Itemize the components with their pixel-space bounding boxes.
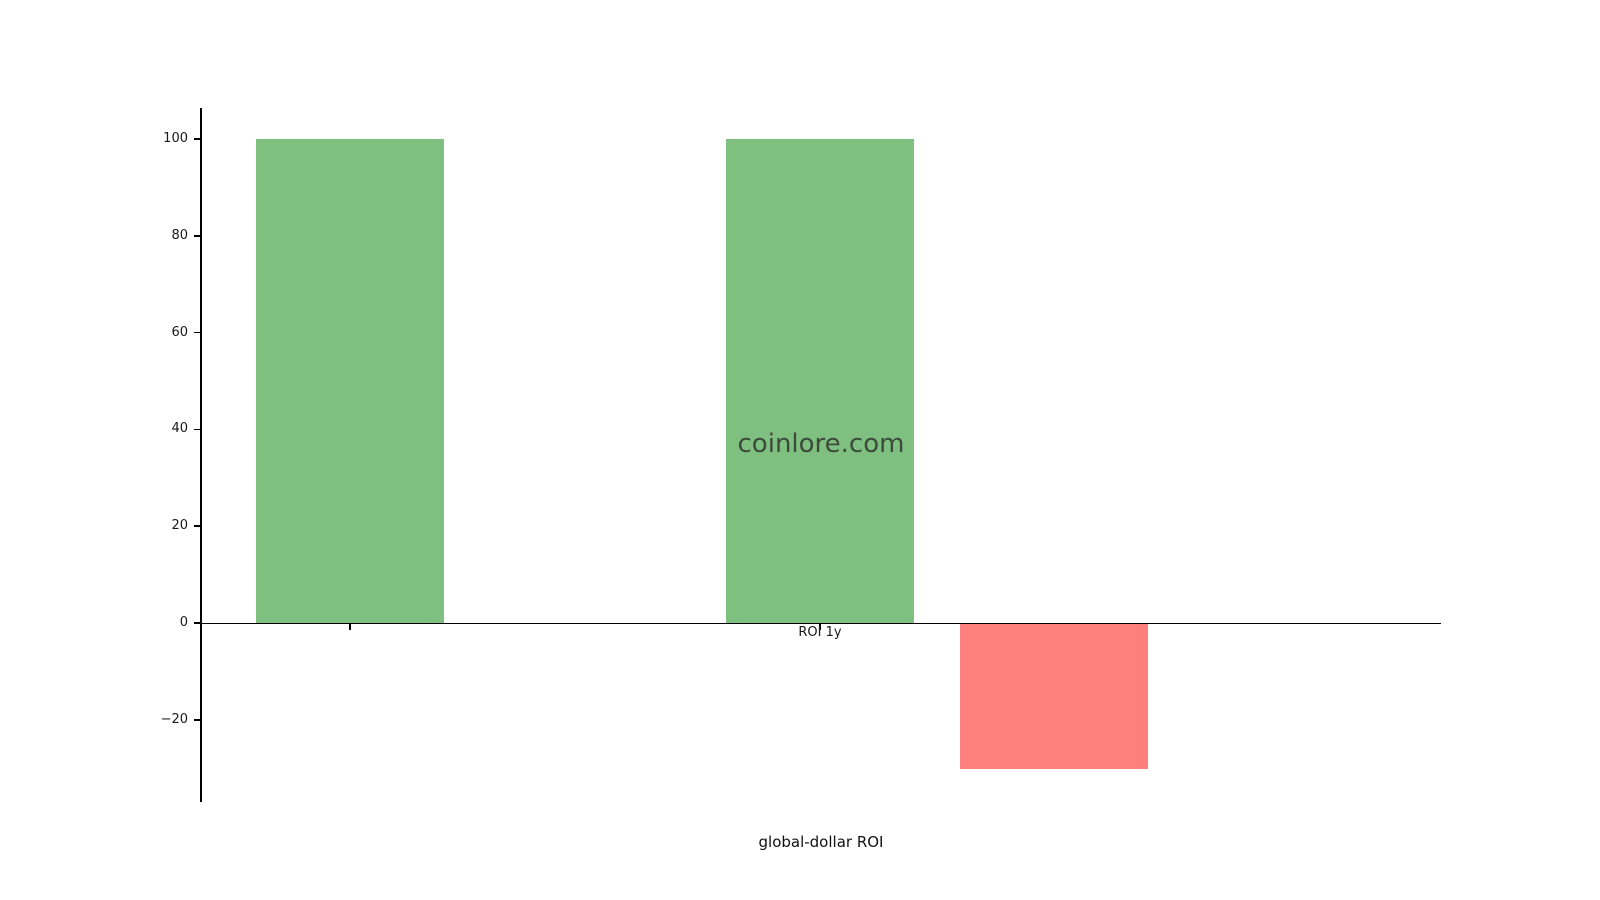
chart-xlabel: global-dollar ROI xyxy=(758,833,884,851)
bar-3-negative xyxy=(960,624,1148,770)
y-tick-mark xyxy=(194,622,201,624)
y-tick-mark xyxy=(194,235,201,237)
y-tick-label: 100 xyxy=(163,131,188,146)
y-tick-mark xyxy=(194,138,201,140)
y-tick-mark xyxy=(194,719,201,721)
y-tick-label: −20 xyxy=(160,711,188,727)
y-tick-mark xyxy=(194,331,201,334)
bar-1-positive xyxy=(256,139,444,623)
x-tick-label: ROI 1y xyxy=(798,625,842,640)
y-tick-mark xyxy=(194,525,201,527)
y-tick-label: 0 xyxy=(179,615,188,630)
y-tick-label: 60 xyxy=(171,324,188,340)
x-tick-mark xyxy=(819,623,821,630)
y-tick-label: 40 xyxy=(171,421,188,437)
x-tick-mark xyxy=(349,623,351,630)
y-tick-label: 20 xyxy=(171,518,188,534)
bar-2-positive xyxy=(726,139,914,623)
x-axis-zero-line xyxy=(201,622,1441,624)
y-tick-mark xyxy=(194,428,201,431)
watermark-text: coinlore.com xyxy=(737,429,905,459)
y-axis-line xyxy=(200,108,202,802)
y-tick-label: 80 xyxy=(171,227,188,243)
